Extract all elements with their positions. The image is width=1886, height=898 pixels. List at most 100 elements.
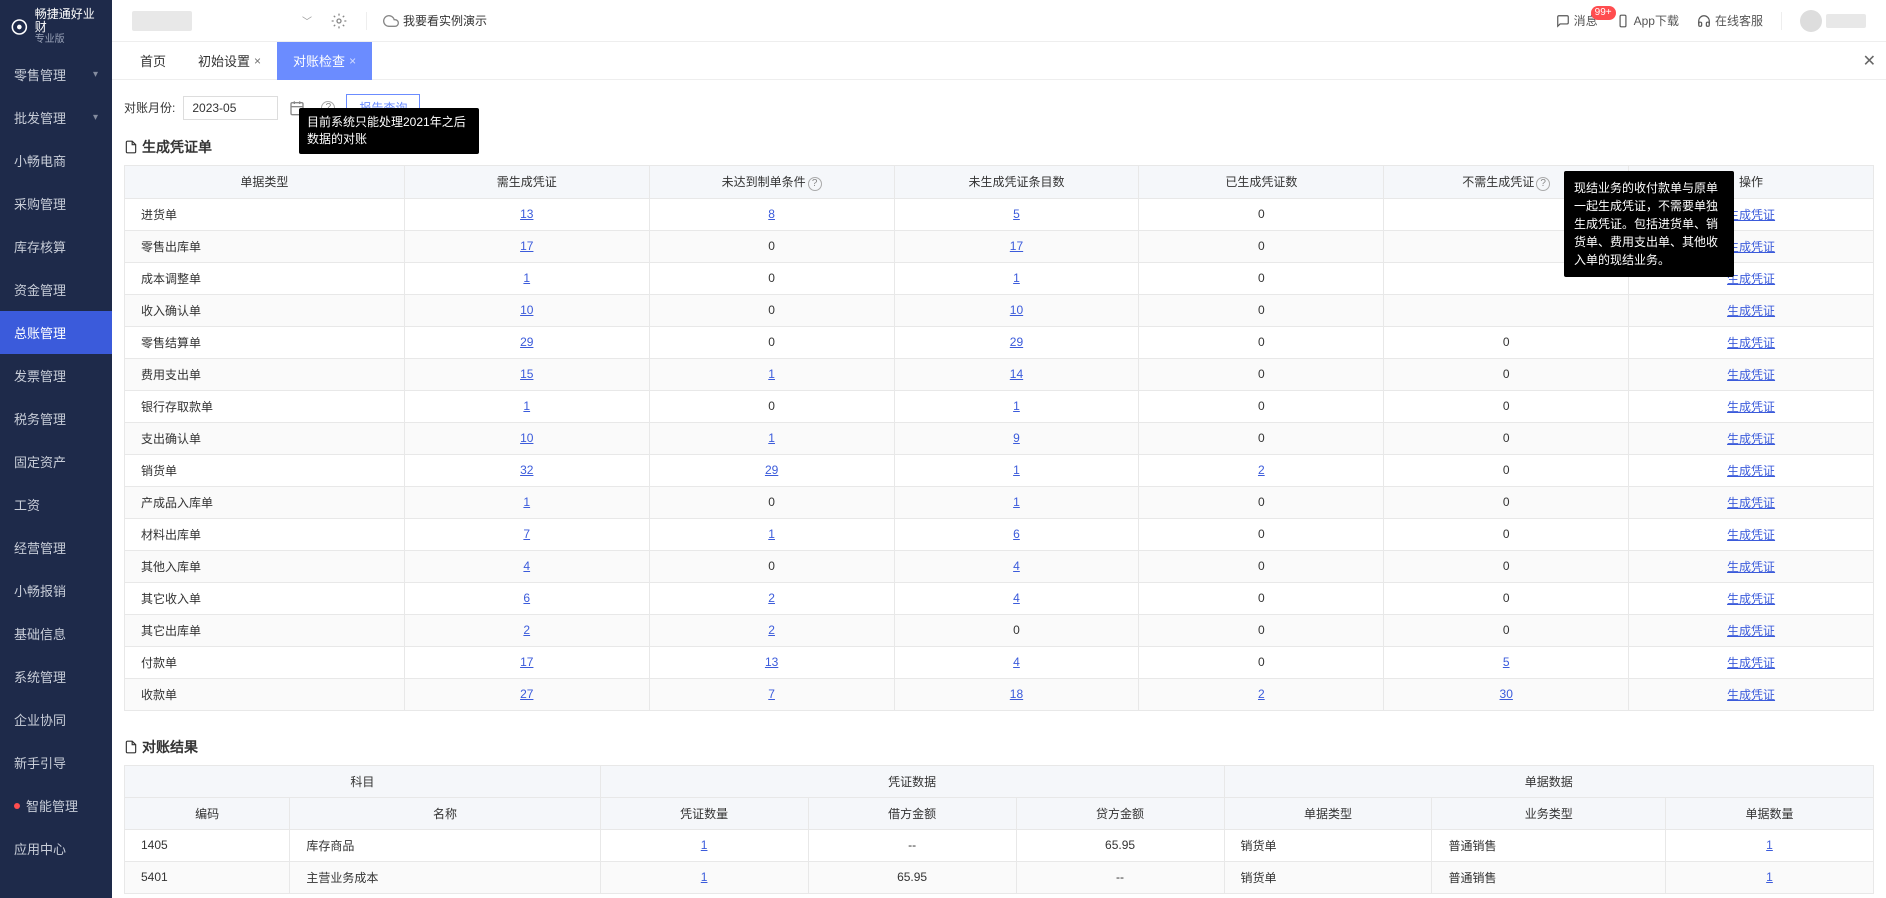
link[interactable]: 1 — [523, 271, 530, 285]
sidebar-item[interactable]: 系统管理 — [0, 655, 112, 698]
link[interactable]: 1 — [1766, 870, 1773, 884]
link[interactable]: 1 — [1013, 271, 1020, 285]
link[interactable]: 10 — [1010, 303, 1023, 317]
app-download-button[interactable]: App下载 — [1616, 12, 1679, 29]
generate-voucher-link[interactable]: 生成凭证 — [1727, 688, 1775, 702]
sidebar-item[interactable]: 经营管理 — [0, 526, 112, 569]
link[interactable]: 1 — [768, 367, 775, 381]
month-input[interactable]: 2023-05 — [183, 96, 278, 120]
link[interactable]: 4 — [1013, 655, 1020, 669]
sidebar-item[interactable]: 税务管理 — [0, 397, 112, 440]
link[interactable]: 10 — [520, 431, 533, 445]
link[interactable]: 4 — [1013, 559, 1020, 573]
link[interactable]: 4 — [1013, 591, 1020, 605]
sidebar-item[interactable]: 库存核算 — [0, 225, 112, 268]
tab[interactable]: 首页 — [124, 42, 182, 80]
generate-voucher-link[interactable]: 生成凭证 — [1727, 400, 1775, 414]
generate-voucher-link[interactable]: 生成凭证 — [1727, 304, 1775, 318]
link[interactable]: 6 — [1013, 527, 1020, 541]
link[interactable]: 27 — [520, 687, 533, 701]
tab[interactable]: 对账检查× — [277, 42, 372, 80]
generate-voucher-link[interactable]: 生成凭证 — [1727, 368, 1775, 382]
help-icon[interactable]: ? — [808, 177, 822, 191]
generate-voucher-link[interactable]: 生成凭证 — [1727, 336, 1775, 350]
link[interactable]: 2 — [523, 623, 530, 637]
link[interactable]: 30 — [1500, 687, 1513, 701]
link[interactable]: 14 — [1010, 367, 1023, 381]
sidebar-item[interactable]: 工资 — [0, 483, 112, 526]
generate-voucher-link[interactable]: 生成凭证 — [1727, 624, 1775, 638]
link[interactable]: 1 — [1013, 399, 1020, 413]
generate-voucher-link[interactable]: 生成凭证 — [1727, 496, 1775, 510]
link[interactable]: 1 — [523, 495, 530, 509]
close-all-tabs-icon[interactable]: ✕ — [1863, 51, 1876, 71]
link[interactable]: 1 — [523, 399, 530, 413]
link[interactable]: 2 — [768, 623, 775, 637]
link[interactable]: 1 — [701, 838, 708, 852]
sidebar-item[interactable]: 智能管理 — [0, 784, 112, 827]
sidebar-item[interactable]: 应用中心 — [0, 827, 112, 870]
link[interactable]: 10 — [520, 303, 533, 317]
table-row: 其它收入单62400生成凭证 — [125, 582, 1874, 614]
sidebar-item[interactable]: 基础信息 — [0, 612, 112, 655]
link[interactable]: 32 — [520, 463, 533, 477]
link[interactable]: 29 — [765, 463, 778, 477]
sidebar-item[interactable]: 小畅电商 — [0, 139, 112, 182]
sidebar-item[interactable]: 资金管理 — [0, 268, 112, 311]
link[interactable]: 8 — [768, 207, 775, 221]
link[interactable]: 7 — [523, 527, 530, 541]
link[interactable]: 17 — [1010, 239, 1023, 253]
link[interactable]: 5 — [1503, 655, 1510, 669]
generate-voucher-link[interactable]: 生成凭证 — [1727, 240, 1775, 254]
link[interactable]: 1 — [1766, 838, 1773, 852]
link[interactable]: 9 — [1013, 431, 1020, 445]
generate-voucher-link[interactable]: 生成凭证 — [1727, 528, 1775, 542]
close-icon[interactable]: × — [254, 54, 261, 68]
generate-voucher-link[interactable]: 生成凭证 — [1727, 592, 1775, 606]
generate-voucher-link[interactable]: 生成凭证 — [1727, 272, 1775, 286]
link[interactable]: 13 — [520, 207, 533, 221]
link[interactable]: 1 — [701, 870, 708, 884]
link[interactable]: 17 — [520, 239, 533, 253]
link[interactable]: 2 — [1258, 463, 1265, 477]
link[interactable]: 1 — [1013, 463, 1020, 477]
link[interactable]: 18 — [1010, 687, 1023, 701]
link[interactable]: 5 — [1013, 207, 1020, 221]
sidebar-item[interactable]: 批发管理▾ — [0, 96, 112, 139]
generate-voucher-link[interactable]: 生成凭证 — [1727, 208, 1775, 222]
link[interactable]: 1 — [768, 431, 775, 445]
org-selector[interactable]: ﹀ — [132, 11, 312, 31]
link[interactable]: 13 — [765, 655, 778, 669]
close-icon[interactable]: × — [349, 54, 356, 68]
tab[interactable]: 初始设置× — [182, 42, 277, 80]
sidebar-item[interactable]: 采购管理 — [0, 182, 112, 225]
link[interactable]: 17 — [520, 655, 533, 669]
generate-voucher-link[interactable]: 生成凭证 — [1727, 464, 1775, 478]
sidebar-item[interactable]: 发票管理 — [0, 354, 112, 397]
link[interactable]: 29 — [520, 335, 533, 349]
demo-link[interactable]: 我要看实例演示 — [383, 12, 487, 29]
generate-voucher-link[interactable]: 生成凭证 — [1727, 656, 1775, 670]
link[interactable]: 1 — [1013, 495, 1020, 509]
link[interactable]: 2 — [1258, 687, 1265, 701]
sidebar-item[interactable]: 固定资产 — [0, 440, 112, 483]
link[interactable]: 4 — [523, 559, 530, 573]
user-menu[interactable] — [1800, 10, 1866, 32]
generate-voucher-link[interactable]: 生成凭证 — [1727, 432, 1775, 446]
generate-voucher-link[interactable]: 生成凭证 — [1727, 560, 1775, 574]
sidebar-item[interactable]: 小畅报销 — [0, 569, 112, 612]
link[interactable]: 6 — [523, 591, 530, 605]
sidebar-item[interactable]: 零售管理▾ — [0, 53, 112, 96]
link[interactable]: 7 — [768, 687, 775, 701]
link[interactable]: 2 — [768, 591, 775, 605]
customer-service-button[interactable]: 在线客服 — [1697, 12, 1763, 29]
link[interactable]: 15 — [520, 367, 533, 381]
sidebar-item[interactable]: 新手引导 — [0, 741, 112, 784]
link[interactable]: 1 — [768, 527, 775, 541]
sidebar-item[interactable]: 企业协同 — [0, 698, 112, 741]
gear-icon[interactable] — [328, 10, 350, 32]
messages-button[interactable]: 消息 99+ — [1556, 12, 1598, 29]
help-icon[interactable]: ? — [1536, 177, 1550, 191]
sidebar-item[interactable]: 总账管理 — [0, 311, 112, 354]
link[interactable]: 29 — [1010, 335, 1023, 349]
